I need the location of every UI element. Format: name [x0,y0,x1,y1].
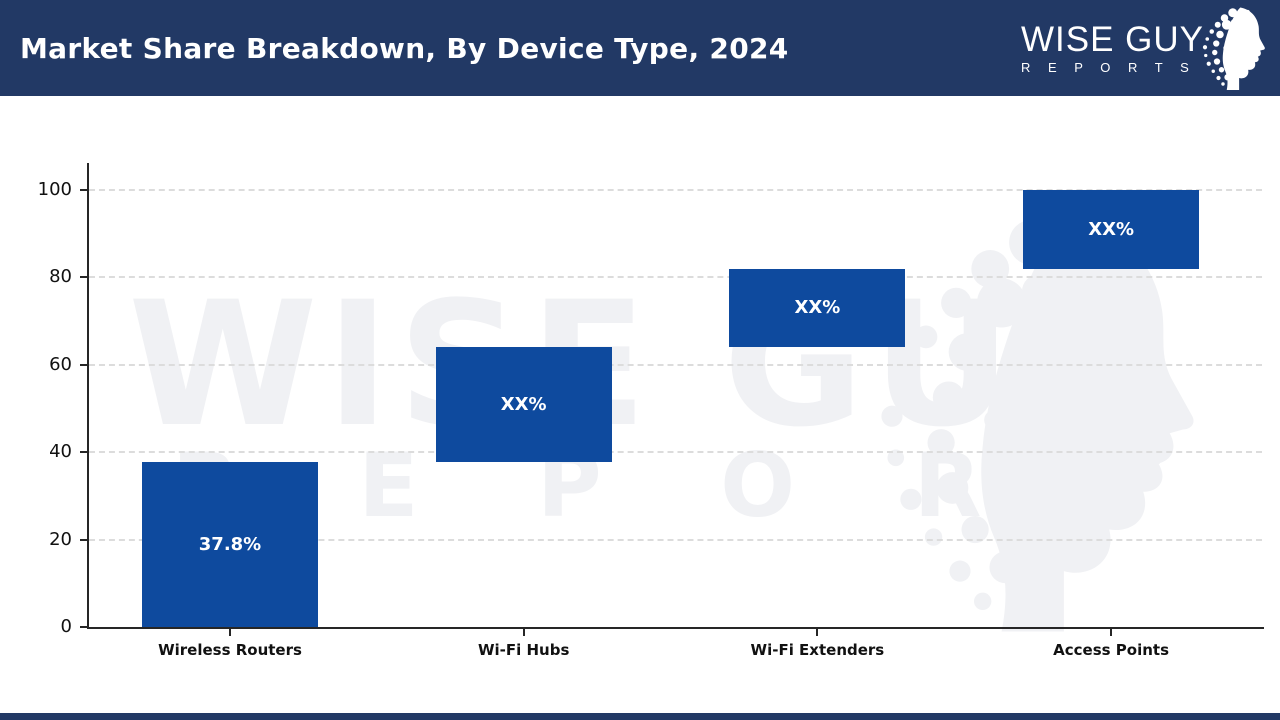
bar-value-label: XX% [500,394,547,416]
plot-region: 0 20 40 60 80 100 37.8% Wireless Routers XX% Wi-F… [0,96,1280,713]
gridline [89,363,1262,366]
y-tick-mark [80,538,87,541]
x-category-label: Access Points [1053,641,1170,659]
y-tick-label: 20 [49,528,72,550]
logo-text: WISE GUY R E P O R T S [1021,22,1204,74]
logo-head-icon [1198,6,1266,90]
y-tick-mark [80,189,87,191]
bar-wireless-routers: 37.8% [142,461,318,627]
y-axis-line [87,163,89,629]
y-tick-mark [80,276,87,279]
gridline [89,538,1262,541]
gridline [89,276,1262,279]
x-tick-mark [522,629,525,636]
chart-area: WISE GUY R E P O R T S 0 20 40 60 80 100 37.8%… [0,96,1280,713]
bar-wi-fi-hubs: XX% [435,347,612,462]
x-tick-mark [229,629,231,636]
y-tick-label: 60 [49,353,72,375]
y-tick-label: 100 [37,179,72,200]
logo-subtitle: R E P O R T S [1020,60,1196,75]
x-tick-mark [1110,629,1113,636]
footer-bar [0,713,1280,720]
bar-wi-fi-extenders: XX% [729,268,906,348]
wise-guy-logo: WISE GUY R E P O R T S [1021,6,1266,90]
y-tick-label: 80 [49,266,72,288]
bar-value-label: XX% [794,297,841,319]
bar-value-label: 37.8% [198,533,262,555]
bar-access-points: XX% [1023,190,1200,269]
bar-value-label: XX% [1088,218,1134,240]
x-category-label: Wi-Fi Hubs [477,641,570,659]
y-tick-label: 0 [60,616,72,637]
gridline [89,451,1262,454]
x-category-label: Wireless Routers [158,641,302,659]
header-bar: Market Share Breakdown, By Device Type, … [0,0,1280,96]
page-title: Market Share Breakdown, By Device Type, … [20,31,789,65]
y-tick-label: 40 [49,441,72,463]
y-tick-mark [80,626,87,628]
x-tick-mark [816,629,819,636]
logo-wordmark: WISE GUY [1020,20,1204,59]
y-tick-mark [80,363,87,366]
y-tick-mark [80,451,87,454]
x-category-label: Wi-Fi Extenders [750,641,885,659]
x-axis-line [87,627,1264,629]
gridline [89,189,1262,191]
